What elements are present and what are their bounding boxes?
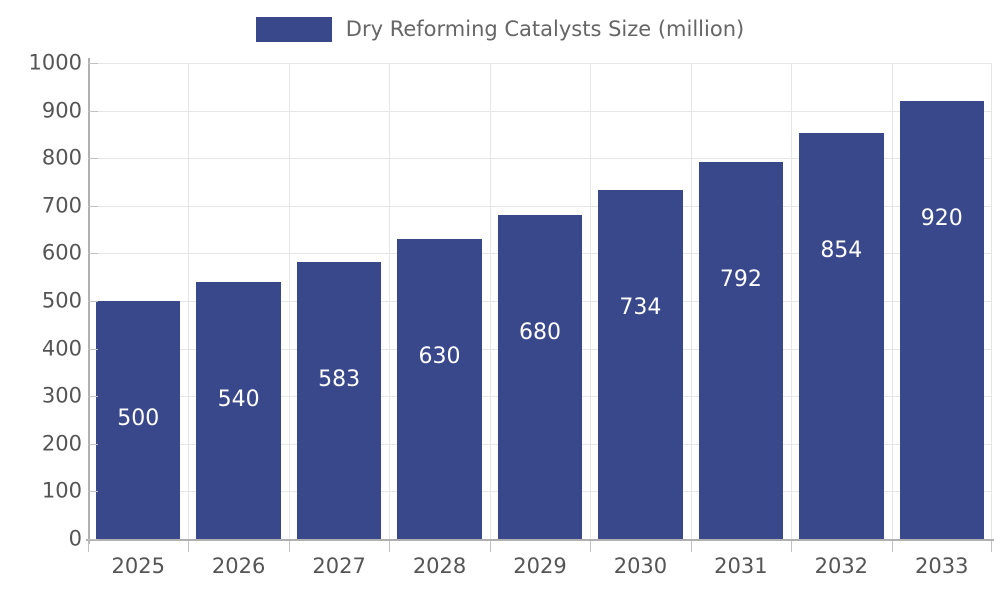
- bar[interactable]: 680: [497, 215, 583, 539]
- bar-value-label: 680: [518, 320, 561, 346]
- x-tick-label: 2030: [613, 554, 668, 578]
- legend-label: Dry Reforming Catalysts Size (million): [345, 16, 745, 41]
- x-axis-line: [86, 539, 994, 541]
- bar-value-label: 920: [920, 206, 963, 232]
- y-tick-mark: [88, 253, 98, 255]
- y-gridline: [88, 63, 992, 64]
- bar-value-label: 583: [318, 366, 361, 392]
- bar[interactable]: 734: [598, 189, 683, 539]
- y-tick-label: 400: [41, 336, 82, 361]
- chart-legend: Dry Reforming Catalysts Size (million): [0, 0, 1000, 58]
- bar-value-label: 792: [719, 267, 762, 293]
- x-tick-label: 2027: [312, 554, 366, 578]
- y-axis-ticks: 0 100 200 300 400 500 600 700 800 900 1000: [0, 0, 82, 600]
- legend-swatch-icon: [255, 16, 332, 42]
- y-tick-mark: [88, 539, 98, 540]
- bar-value-label: 854: [820, 237, 863, 263]
- y-tick-mark: [88, 205, 98, 207]
- x-tick-label: 2026: [211, 554, 266, 578]
- x-tick-mark: [188, 541, 190, 552]
- x-tick-mark: [88, 541, 89, 552]
- bar[interactable]: 540: [196, 281, 281, 539]
- y-tick-mark: [88, 443, 98, 445]
- x-gridline: [891, 63, 893, 539]
- plot-area: 500 540 583 630 680 734 792 854 920: [88, 63, 992, 540]
- x-tick-mark: [590, 541, 592, 552]
- y-tick-label: 600: [41, 240, 82, 265]
- x-tick-label: 2033: [915, 554, 969, 578]
- bar-value-label: 500: [117, 406, 160, 431]
- x-tick-label: 2032: [814, 554, 869, 578]
- y-gridline: [88, 205, 992, 207]
- x-tick-mark: [288, 541, 290, 552]
- x-gridline: [288, 63, 290, 539]
- x-gridline: [690, 63, 692, 539]
- x-tick-mark: [389, 541, 391, 552]
- x-tick-label: 2031: [714, 554, 768, 578]
- bar-value-label: 630: [418, 344, 461, 370]
- y-tick-mark: [88, 301, 98, 302]
- bar[interactable]: 854: [799, 132, 884, 539]
- x-gridline: [590, 63, 592, 539]
- bar-value-label: 540: [217, 386, 260, 412]
- x-tick-mark: [489, 541, 491, 552]
- x-gridline: [489, 63, 491, 539]
- x-gridline: [791, 63, 793, 539]
- y-gridline: [88, 158, 992, 160]
- y-tick-label: 1000: [28, 50, 82, 75]
- x-tick-mark: [991, 541, 992, 552]
- y-tick-mark: [88, 348, 98, 350]
- y-tick-label: 900: [41, 98, 82, 123]
- bar[interactable]: 583: [296, 261, 382, 539]
- y-tick-label: 200: [41, 431, 82, 456]
- x-tick-label: 2025: [111, 554, 165, 578]
- y-tick-mark: [88, 110, 98, 112]
- bar[interactable]: 792: [698, 162, 784, 539]
- y-tick-label: 300: [41, 383, 82, 408]
- bar[interactable]: 920: [899, 101, 984, 539]
- bar[interactable]: 630: [397, 239, 482, 539]
- y-tick-label: 800: [41, 145, 82, 170]
- y-tick-mark: [88, 396, 98, 398]
- y-gridline: [88, 110, 992, 112]
- x-tick-label: 2029: [513, 554, 567, 578]
- y-tick-label: 0: [68, 526, 82, 551]
- x-tick-mark: [690, 541, 692, 552]
- x-gridline: [389, 63, 391, 539]
- y-tick-mark: [88, 491, 98, 493]
- x-gridline: [188, 63, 190, 539]
- bar[interactable]: 500: [96, 301, 181, 539]
- x-tick-mark: [791, 541, 793, 552]
- bar-value-label: 734: [619, 294, 662, 320]
- x-tick-mark: [891, 541, 893, 552]
- y-tick-label: 700: [41, 193, 82, 218]
- y-tick-mark: [88, 63, 98, 64]
- y-tick-mark: [88, 158, 98, 160]
- x-gridline: [991, 63, 992, 539]
- y-tick-label: 500: [41, 288, 82, 313]
- x-tick-label: 2028: [412, 554, 467, 578]
- y-tick-label: 100: [41, 478, 82, 503]
